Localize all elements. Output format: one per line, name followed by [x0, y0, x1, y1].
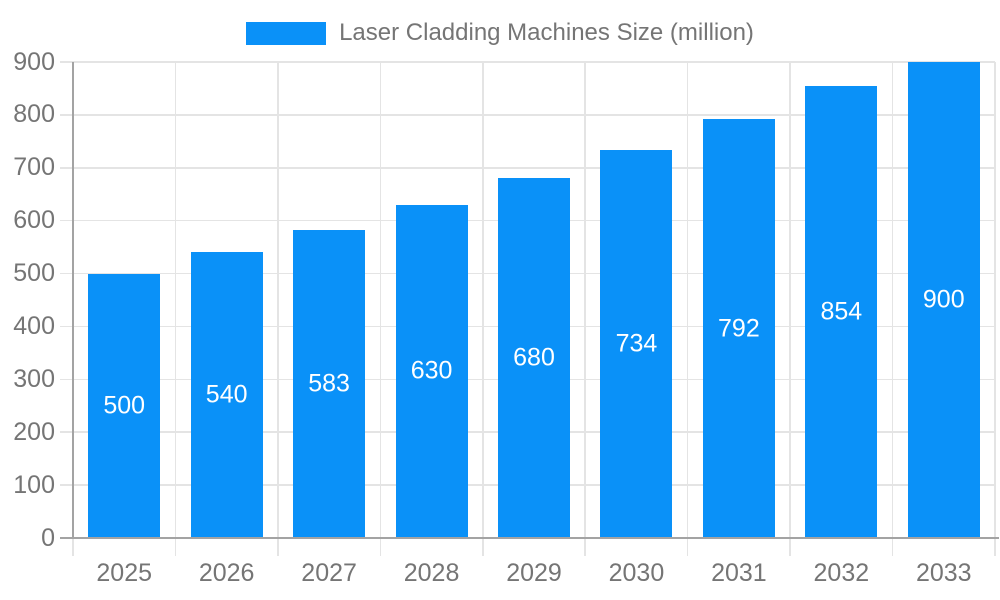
y-gridline: [60, 114, 995, 116]
x-axis-tick-label: 2030: [608, 559, 665, 587]
x-axis-line: [60, 537, 999, 539]
x-axis-tick: [72, 538, 74, 556]
x-gridline: [277, 62, 279, 556]
y-axis-tick-label: 600: [13, 206, 55, 235]
y-axis-tick-label: 700: [13, 153, 55, 182]
x-axis-tick-label: 2027: [301, 559, 357, 587]
bar-value-label: 854: [820, 297, 863, 326]
y-axis-tick-label: 900: [13, 47, 55, 76]
x-gridline: [994, 62, 996, 556]
x-axis-tick-label: 2026: [198, 559, 255, 587]
x-gridline: [482, 62, 484, 556]
bar-value-label: 792: [718, 314, 760, 343]
bar-value-label: 630: [410, 356, 453, 385]
x-axis-tick-label: 2028: [403, 559, 460, 587]
bar-2030[interactable]: [600, 149, 673, 538]
legend[interactable]: Laser Cladding Machines Size (million): [0, 19, 1000, 47]
legend-label: Laser Cladding Machines Size (million): [339, 19, 754, 46]
bar-2027[interactable]: [293, 229, 366, 538]
y-axis-tick-label: 800: [13, 100, 55, 129]
bar-value-label: 680: [513, 343, 555, 372]
x-gridline: [686, 62, 689, 556]
y-axis-tick-label: 100: [13, 470, 55, 499]
x-gridline: [891, 62, 894, 556]
bar-value-label: 734: [615, 329, 658, 358]
y-axis-tick-label: 200: [13, 417, 55, 446]
y-gridline: [60, 61, 995, 63]
bar-2032[interactable]: [805, 86, 878, 538]
x-axis-tick-label: 2031: [711, 559, 767, 587]
y-axis-tick-label: 0: [41, 523, 55, 552]
bar-2026[interactable]: [190, 252, 263, 538]
legend-swatch-icon: [246, 21, 327, 45]
y-axis-tick-label: 300: [13, 364, 55, 393]
y-axis-line: [72, 62, 74, 538]
y-axis-tick-label: 500: [13, 259, 55, 288]
bar-2028[interactable]: [395, 204, 468, 538]
bar-2025[interactable]: [88, 273, 161, 538]
bar-value-label: 500: [103, 391, 146, 420]
x-gridline: [789, 62, 791, 556]
bar-value-label: 583: [308, 369, 350, 398]
x-axis-tick-label: 2029: [506, 559, 562, 587]
x-axis-tick-label: 2025: [96, 559, 153, 587]
bar-2029[interactable]: [498, 178, 570, 538]
x-axis-tick-label: 2032: [813, 559, 870, 587]
x-axis-tick-label: 2033: [915, 559, 972, 587]
x-gridline: [379, 62, 382, 556]
y-gridline: [60, 167, 995, 169]
bar-2031[interactable]: [702, 119, 775, 538]
x-gridline: [174, 62, 177, 556]
y-axis-tick-label: 400: [13, 311, 55, 340]
x-gridline: [584, 62, 586, 556]
bar-value-label: 900: [922, 285, 965, 314]
bar-value-label: 540: [205, 380, 248, 409]
bar-2033[interactable]: [907, 62, 980, 538]
